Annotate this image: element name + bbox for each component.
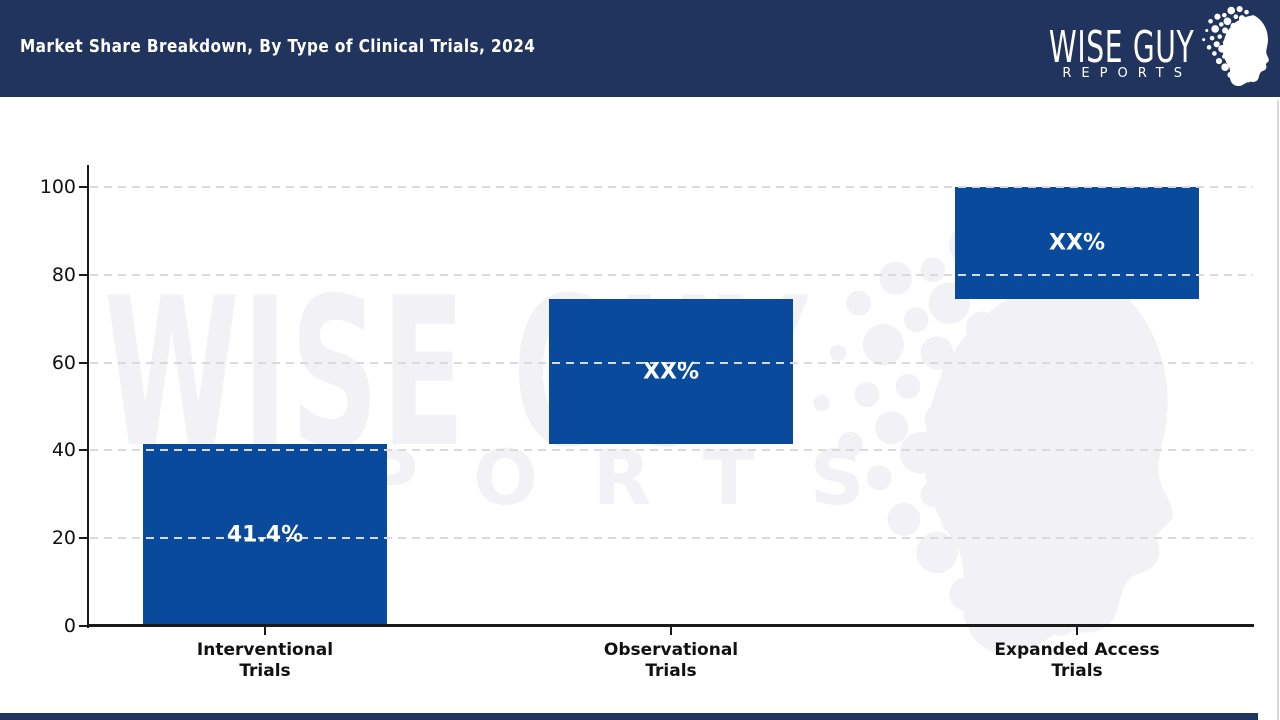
y-tick-mark <box>79 186 87 188</box>
y-tick-label: 20 <box>51 527 76 550</box>
footer-bar <box>0 713 1258 720</box>
y-tick-label: 0 <box>63 615 76 637</box>
bar <box>549 298 793 445</box>
y-tick-mark <box>79 449 87 452</box>
x-category-label: Observational Trials <box>603 640 739 681</box>
logo-head-dots-icon <box>1192 6 1272 94</box>
chart-title: Market Share Breakdown, By Type of Clini… <box>20 36 536 57</box>
x-tick-mark <box>264 627 266 635</box>
gridline <box>90 186 1253 188</box>
gridline <box>90 449 1253 452</box>
bar <box>143 444 387 626</box>
y-tick-label: 80 <box>51 263 76 286</box>
bar <box>955 187 1199 299</box>
x-category-label: Interventional Trials <box>196 640 334 681</box>
bar-value-label: XX% <box>643 359 699 385</box>
gridline <box>90 361 1253 364</box>
bar-value-label: 41.4% <box>226 522 304 548</box>
y-tick-mark <box>79 361 87 364</box>
x-axis-line <box>87 624 1254 627</box>
x-tick-mark <box>670 627 672 635</box>
x-category-label: Expanded Access Trials <box>994 640 1160 681</box>
chart-right-border <box>1277 100 1279 720</box>
gridline <box>90 537 1253 540</box>
y-tick-label: 60 <box>51 351 76 374</box>
logo-subtext: REPORTS <box>1062 66 1192 81</box>
y-axis-line <box>87 165 89 628</box>
gridline <box>90 273 1253 276</box>
y-tick-mark <box>79 273 87 276</box>
x-tick-mark <box>1076 627 1078 635</box>
wise-guy-reports-logo: WISE GUY REPORTS <box>992 0 1272 97</box>
header-bar: Market Share Breakdown, By Type of Clini… <box>0 0 1280 97</box>
y-tick-label: 100 <box>39 176 76 198</box>
y-tick-label: 40 <box>51 439 76 462</box>
y-tick-mark <box>79 537 87 540</box>
y-tick-mark <box>79 625 87 627</box>
logo-text: WISE GUY <box>1048 22 1194 73</box>
bar-value-label: XX% <box>1049 230 1105 256</box>
